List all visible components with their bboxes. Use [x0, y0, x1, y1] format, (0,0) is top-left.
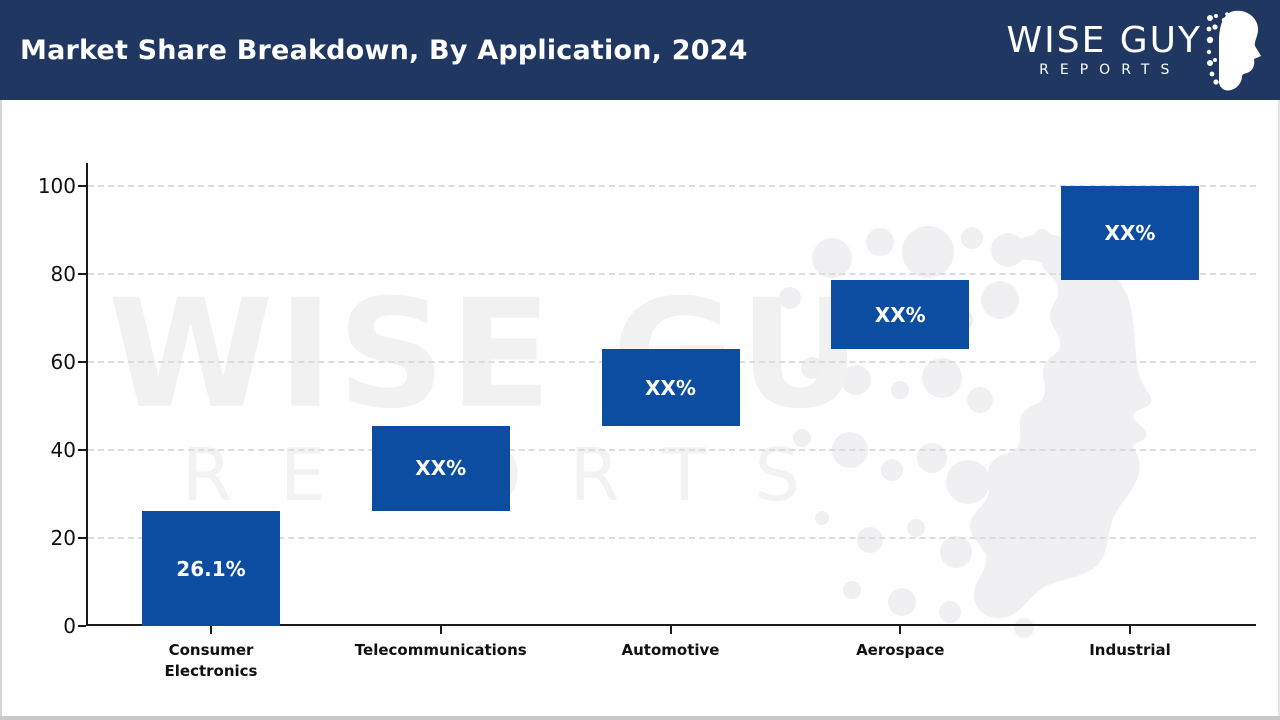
- bar-segment: XX%: [1061, 186, 1199, 281]
- x-category-label: Consumer Electronics: [164, 641, 258, 680]
- logo-subtitle: REPORTS: [1039, 62, 1181, 78]
- bar-value-label: 26.1%: [176, 556, 246, 581]
- y-tick-mark: [78, 185, 86, 187]
- x-tick-mark: [669, 626, 672, 634]
- bar-value-label: XX%: [874, 302, 926, 327]
- gridline: [88, 537, 1256, 539]
- y-axis-line: [86, 163, 88, 626]
- bar-value-label: XX%: [1104, 221, 1156, 246]
- y-tick-label: 60: [50, 350, 76, 374]
- y-tick-mark: [78, 537, 86, 539]
- x-tick-mark: [210, 626, 212, 634]
- x-axis-line: [86, 624, 1256, 626]
- x-tick-mark: [439, 626, 442, 634]
- x-category-label: Automotive: [621, 641, 720, 659]
- y-tick-label: 40: [50, 438, 76, 462]
- y-tick-label: 80: [50, 262, 76, 286]
- wiseguy-logo: WISE GUY REPORTS: [1007, 8, 1267, 92]
- y-tick-mark: [78, 361, 86, 363]
- bar-segment: 26.1%: [142, 511, 280, 626]
- x-category-label: Industrial: [1089, 641, 1171, 659]
- y-tick-mark: [78, 449, 86, 451]
- x-category-label: Telecommunications: [354, 641, 527, 659]
- y-tick-label: 20: [50, 526, 76, 550]
- y-tick-mark: [78, 273, 86, 275]
- bar-segment: XX%: [601, 349, 740, 426]
- watermark-wordmark: WISE GUY: [108, 278, 888, 433]
- page-title: Market Share Breakdown, By Application, …: [20, 34, 748, 66]
- logo-text: WISE GUY REPORTS: [1007, 21, 1203, 79]
- y-tick-mark: [78, 625, 86, 627]
- x-category-label: Aerospace: [856, 641, 945, 659]
- y-tick-label: 0: [63, 614, 76, 638]
- gridline: [88, 273, 1256, 275]
- page-border-right: [1278, 100, 1280, 720]
- bar-segment: XX%: [371, 425, 510, 512]
- x-tick-mark: [1129, 626, 1131, 634]
- page-border-left: [0, 100, 2, 720]
- logo-wordmark: WISE GUY: [1006, 20, 1202, 61]
- bar-segment: XX%: [831, 280, 970, 350]
- gridline: [88, 185, 1256, 187]
- header-bar: Market Share Breakdown, By Application, …: [0, 0, 1280, 100]
- x-tick-mark: [899, 626, 902, 634]
- y-tick-label: 100: [37, 174, 76, 198]
- bar-value-label: XX%: [645, 375, 696, 400]
- bar-value-label: XX%: [415, 456, 467, 481]
- dotted-head-profile-icon: [1206, 10, 1261, 91]
- gridline: [88, 449, 1256, 451]
- page-border-bottom: [0, 716, 1280, 720]
